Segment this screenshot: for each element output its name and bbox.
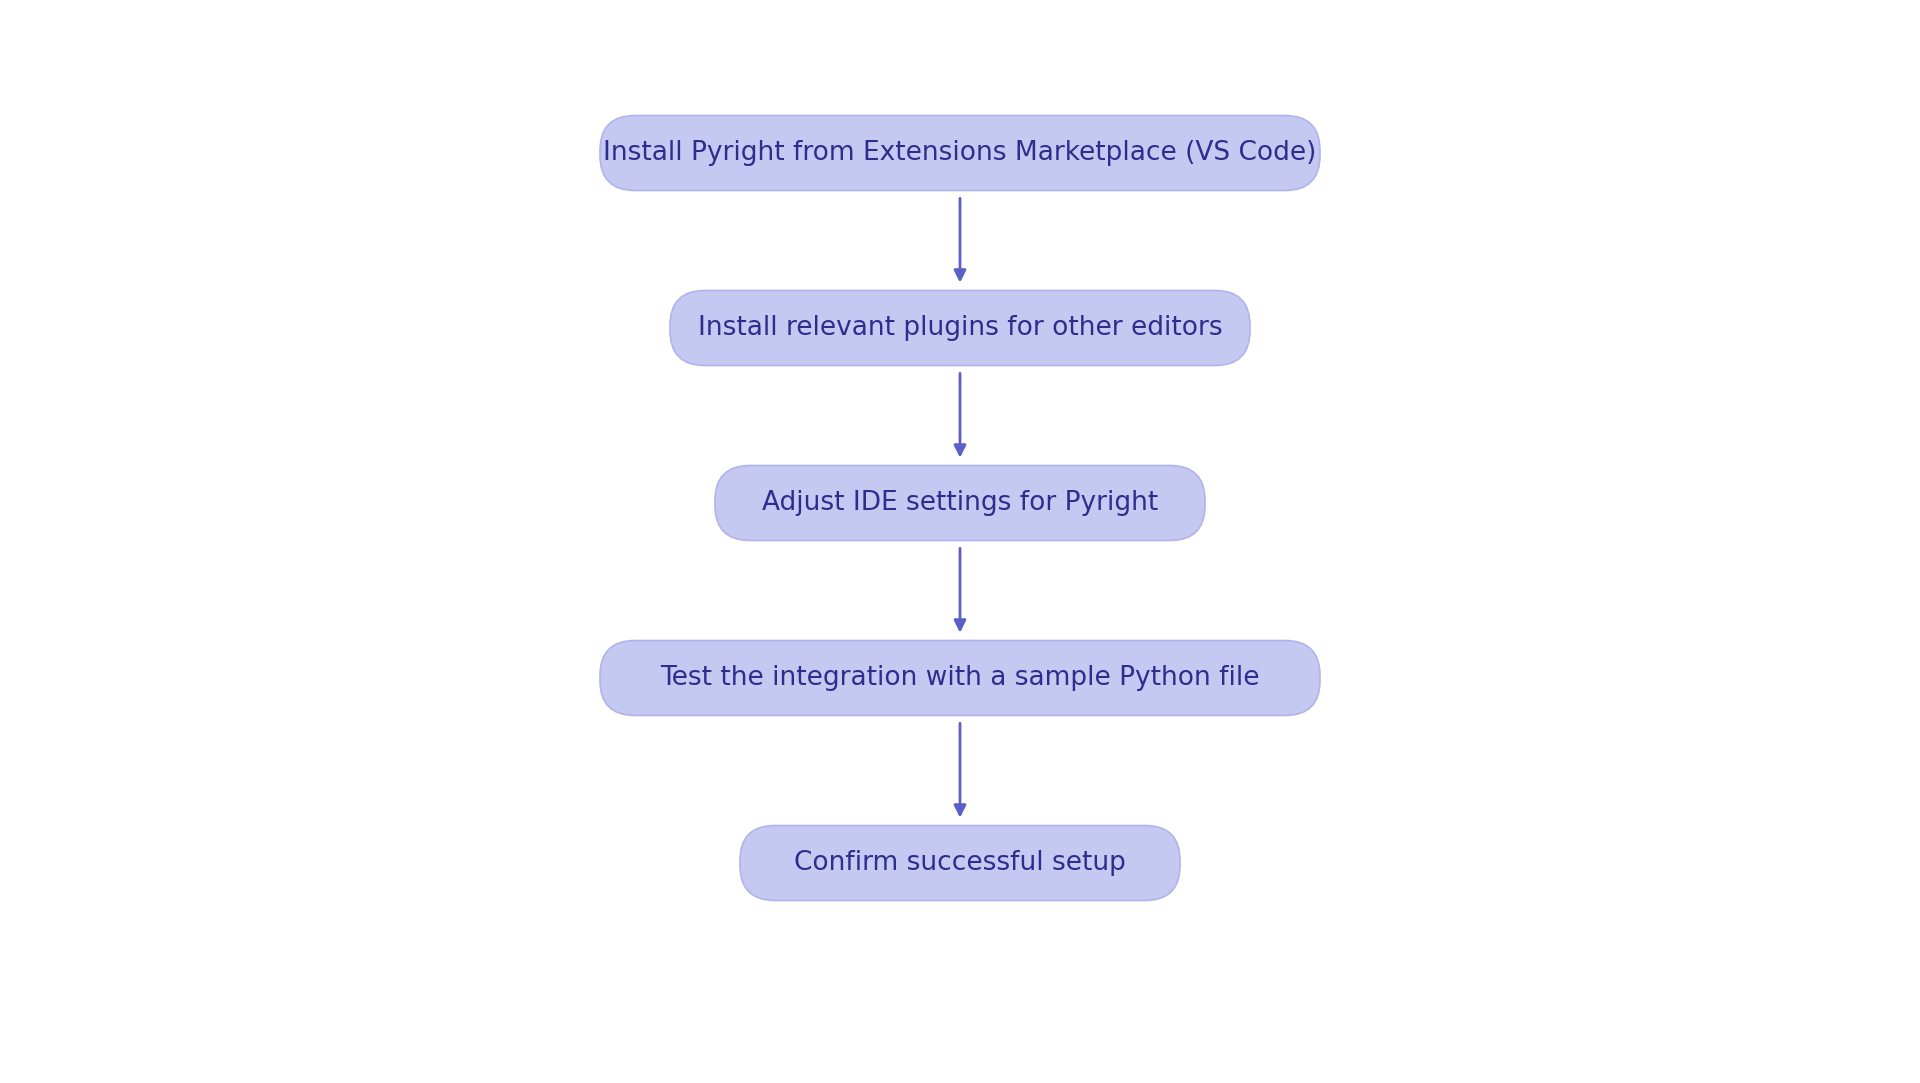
Text: Test the integration with a sample Python file: Test the integration with a sample Pytho… (660, 665, 1260, 691)
Text: Adjust IDE settings for Pyright: Adjust IDE settings for Pyright (762, 490, 1158, 516)
FancyBboxPatch shape (739, 825, 1181, 900)
FancyBboxPatch shape (714, 466, 1206, 540)
Text: Install Pyright from Extensions Marketplace (VS Code): Install Pyright from Extensions Marketpl… (603, 140, 1317, 166)
FancyBboxPatch shape (599, 116, 1321, 191)
Text: Confirm successful setup: Confirm successful setup (795, 850, 1125, 876)
Text: Install relevant plugins for other editors: Install relevant plugins for other edito… (697, 315, 1223, 341)
FancyBboxPatch shape (670, 290, 1250, 365)
FancyBboxPatch shape (599, 640, 1321, 716)
